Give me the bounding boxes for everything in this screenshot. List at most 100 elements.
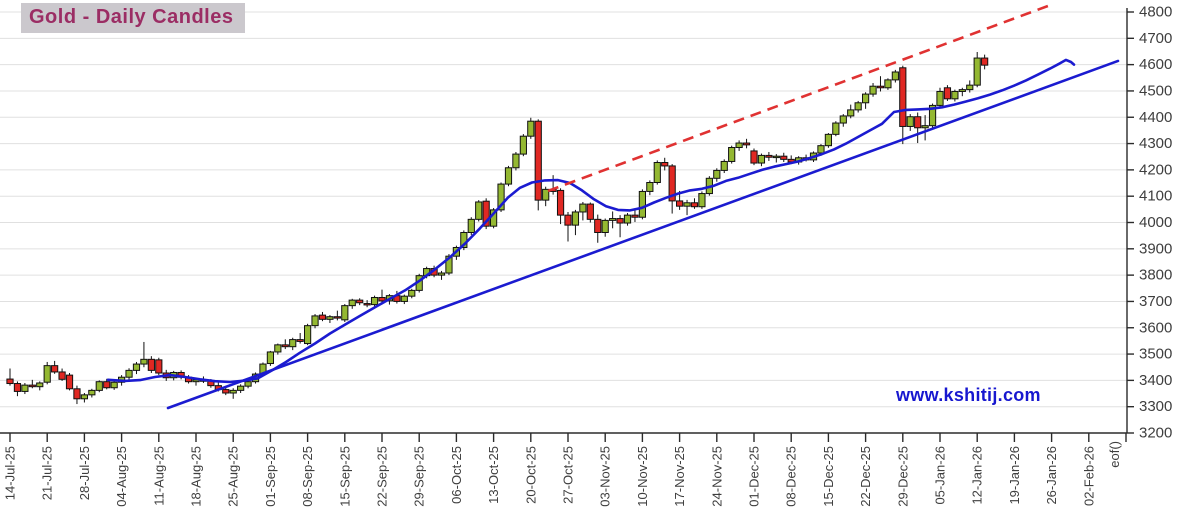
candle [341, 304, 349, 322]
candle-body-up [966, 84, 974, 91]
candle [661, 157, 669, 171]
candle [437, 270, 446, 280]
candle [482, 198, 490, 230]
candle-body-down [482, 200, 490, 227]
candle-body-up [884, 79, 892, 89]
y-tick-label: 4200 [1139, 161, 1172, 178]
candle-body-up [653, 162, 661, 184]
candle-body-down [13, 383, 22, 392]
candle [750, 148, 758, 166]
x-tick-label: 24-Nov-25 [709, 446, 724, 507]
candle [854, 100, 862, 113]
candle-body-down [564, 214, 572, 226]
candle-body-up [274, 344, 282, 353]
candle [839, 114, 847, 127]
candle-body-up [348, 299, 356, 307]
candle-body-up [132, 363, 141, 371]
candle-body-down [222, 389, 230, 394]
candle [579, 201, 587, 221]
candle [601, 218, 609, 237]
candle [266, 350, 274, 366]
y-tick-label: 4400 [1139, 109, 1172, 126]
candle-body-up [266, 351, 274, 365]
candle [653, 160, 661, 185]
candle [914, 112, 922, 144]
candle [326, 315, 334, 324]
candle [132, 361, 141, 375]
candle-body-up [437, 272, 446, 276]
candle-body-up [88, 389, 96, 396]
candle [311, 314, 319, 329]
candle [884, 78, 892, 90]
y-tick-label: 4500 [1139, 82, 1172, 99]
candle-body-down [73, 388, 81, 400]
candle-body-up [958, 89, 966, 92]
candle-body-down [556, 189, 565, 216]
candle-body-up [527, 120, 535, 137]
candle [720, 159, 728, 174]
candle-body-down [534, 120, 542, 201]
candle-body-up [973, 57, 981, 86]
chart-title: Gold - Daily Candles [21, 3, 246, 33]
candle-body-down [981, 57, 989, 66]
candle [594, 214, 602, 243]
candle-body-up [772, 155, 780, 159]
candle-body-down [363, 303, 371, 306]
candle [147, 356, 155, 374]
y-tick-label: 4800 [1139, 4, 1172, 21]
candle [296, 333, 304, 344]
x-tick-label: 15-Dec-25 [821, 446, 836, 507]
candle-body-up [720, 160, 728, 171]
candle [281, 339, 289, 350]
candle [765, 151, 773, 161]
candle-body-down [765, 154, 773, 158]
candle-body-up [445, 255, 453, 274]
x-tick-label: 26-Jan-26 [1044, 446, 1059, 505]
blue-support-trendline [166, 59, 1120, 410]
candle [549, 175, 557, 195]
x-tick-label: 04-Aug-25 [114, 446, 129, 507]
candle-body-up [304, 325, 312, 345]
x-tick-label: 06-Oct-25 [449, 446, 464, 504]
candle-body-up [757, 154, 766, 164]
candle-body-up [646, 182, 654, 192]
candle-body-up [497, 183, 505, 211]
candle [966, 80, 974, 93]
candle [735, 140, 743, 151]
candle-body-up [370, 296, 379, 306]
candle [609, 211, 617, 229]
candle-body-up [735, 142, 743, 149]
candle-body-up [928, 104, 937, 127]
candle [504, 165, 513, 187]
x-tick-label: 29-Sep-25 [412, 446, 427, 507]
candle-body-up [519, 135, 527, 155]
candle-body-up [921, 125, 929, 129]
candle-body-up [698, 193, 706, 208]
candle [36, 381, 44, 391]
candle [400, 294, 408, 305]
candle-body-up [839, 115, 847, 124]
y-tick-label: 4300 [1139, 135, 1172, 152]
candle [125, 368, 133, 381]
candle [847, 104, 855, 119]
candle [742, 138, 751, 149]
candle [237, 384, 245, 394]
candle-body-up [847, 109, 855, 117]
watermark-url: www.kshitij.com [896, 385, 1041, 405]
x-tick-label: 19-Jan-26 [1007, 446, 1022, 505]
candle-body-down [155, 359, 163, 374]
y-tick-label: 4000 [1139, 214, 1172, 231]
candle-body-down [780, 155, 788, 160]
candle-body-down [616, 218, 624, 224]
x-tick-label: 12-Jan-26 [970, 446, 985, 505]
candle-body-up [951, 90, 959, 100]
candle [780, 152, 788, 162]
candle [65, 373, 74, 391]
candle-body-up [824, 133, 832, 147]
candle-body-up [542, 188, 550, 201]
y-tick-label: 3500 [1139, 346, 1172, 363]
candle-body-up [289, 339, 297, 348]
candle [586, 202, 594, 223]
candle-body-down [668, 165, 676, 202]
candle [244, 380, 252, 389]
